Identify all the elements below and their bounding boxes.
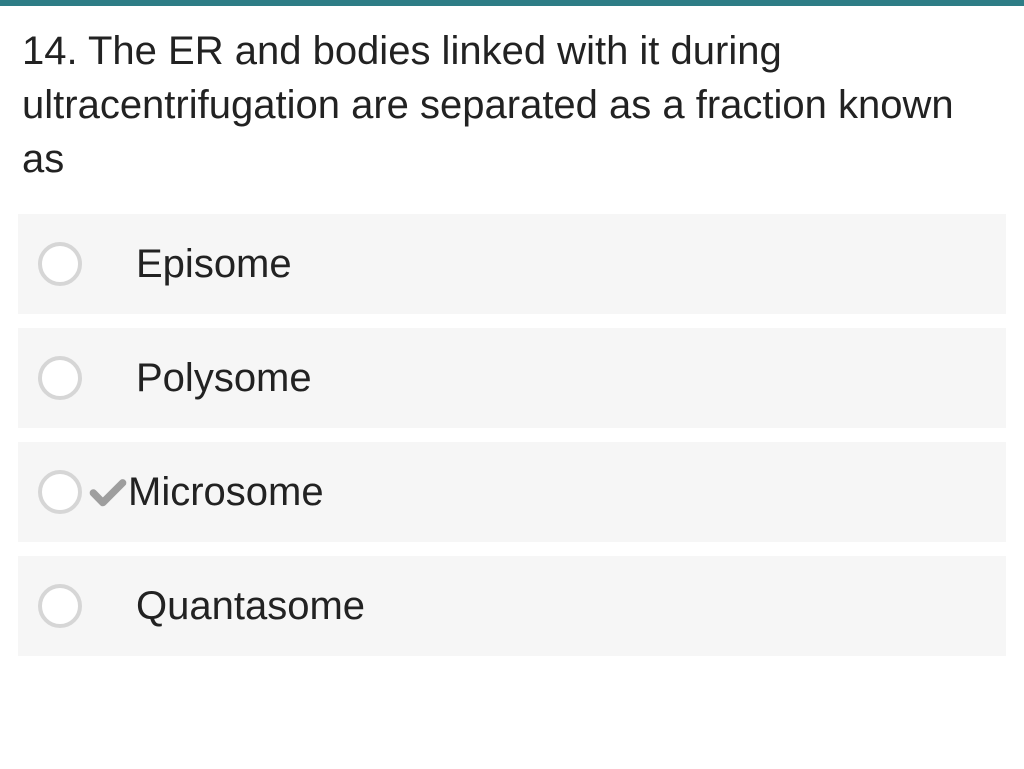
option-episome[interactable]: Episome [18,214,1006,314]
option-check-slot [82,470,134,514]
option-quantasome[interactable]: Quantasome [18,556,1006,656]
radio-icon [38,242,82,286]
radio-icon [38,356,82,400]
options-list: Episome Polysome Microsome Quantasome [0,214,1024,656]
check-icon [86,470,130,514]
question-block: 14. The ER and bodies linked with it dur… [0,6,1024,214]
option-microsome[interactable]: Microsome [18,442,1006,542]
radio-icon [38,584,82,628]
option-label: Polysome [134,356,312,401]
radio-icon [38,470,82,514]
option-label: Microsome [128,470,324,515]
option-label: Quantasome [134,584,365,629]
question-text: 14. The ER and bodies linked with it dur… [22,24,1002,186]
option-label: Episome [134,242,292,287]
option-polysome[interactable]: Polysome [18,328,1006,428]
